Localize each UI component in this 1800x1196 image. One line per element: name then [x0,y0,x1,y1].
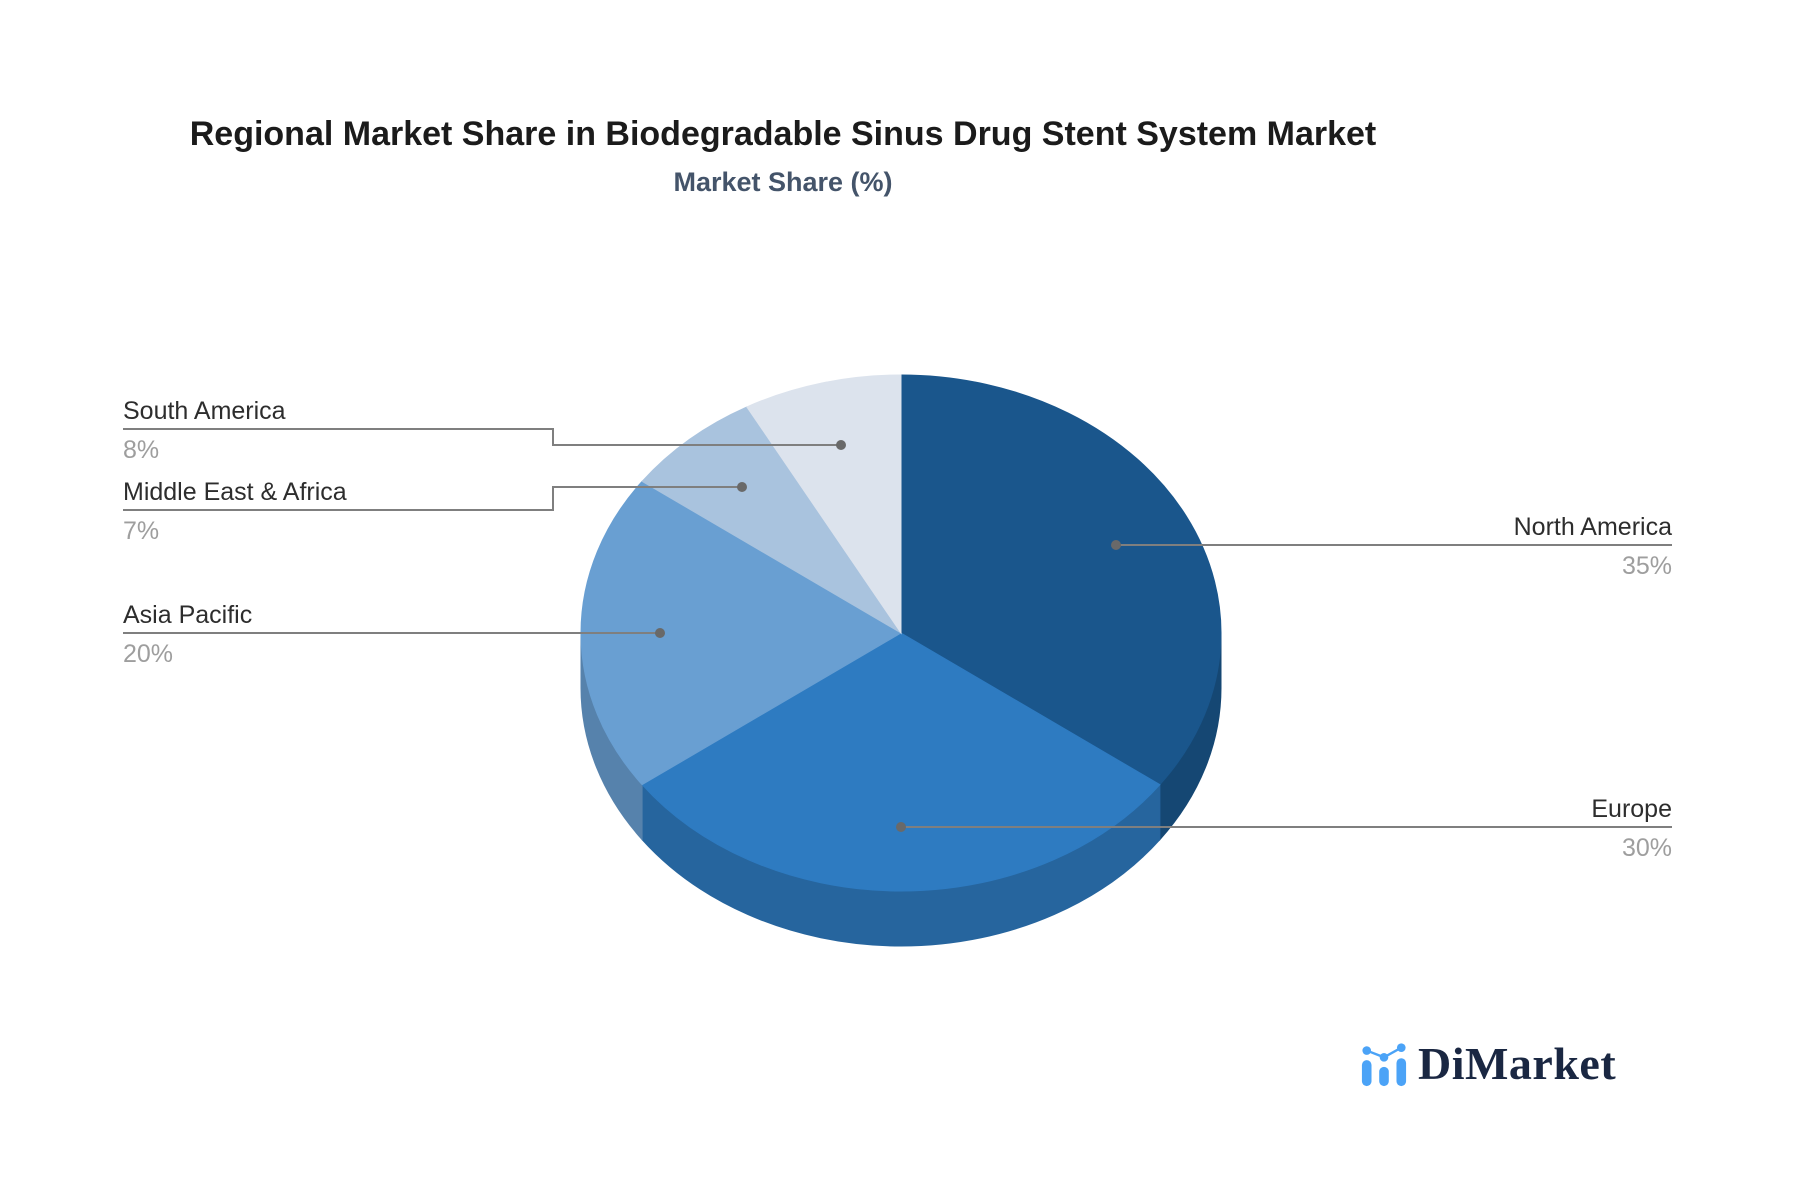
label-europe: Europe 30% [1242,793,1672,861]
pie-slice-north-america [900,374,1222,786]
chart-title: Regional Market Share in Biodegradable S… [189,115,1377,153]
segment-label: South America [123,397,286,425]
leader-dot-europe [896,822,906,832]
segment-percent: 30% [1621,834,1672,862]
segment-percent: 20% [123,640,174,668]
bar-line-chart-icon [1361,1043,1407,1087]
chart-header: Regional Market Share in Biodegradable S… [0,112,1566,200]
label-south-america: South America 8% [123,395,553,463]
label-asia-pacific: Asia Pacific 20% [123,599,553,667]
brand-name: DiMarket [1418,1038,1617,1089]
pie-slice-south-america [746,374,902,635]
label-middle-east-africa: Middle East & Africa 7% [123,476,553,544]
segment-percent: 7% [123,517,160,545]
leader-dot-north-america [1111,540,1121,550]
leader-dot-south-america [836,440,846,450]
segment-label: Europe [1591,795,1672,823]
segment-percent: 35% [1621,552,1672,580]
leader-dot-middle-east-africa [737,482,747,492]
brand-logo: DiMarket [1360,1038,1616,1090]
segment-label: Middle East & Africa [123,478,347,506]
label-north-america: North America 35% [1242,511,1672,579]
pie-slice-middle-east-africa [641,406,902,634]
leader-line-south-america [123,428,841,446]
leader-line-middle-east-africa [123,486,742,511]
chart-subtitle: Market Share (%) [673,167,893,197]
segment-label: North America [1513,513,1672,541]
segment-label: Asia Pacific [123,601,253,629]
leader-dot-asia-pacific [655,628,665,638]
segment-percent: 8% [123,436,160,464]
